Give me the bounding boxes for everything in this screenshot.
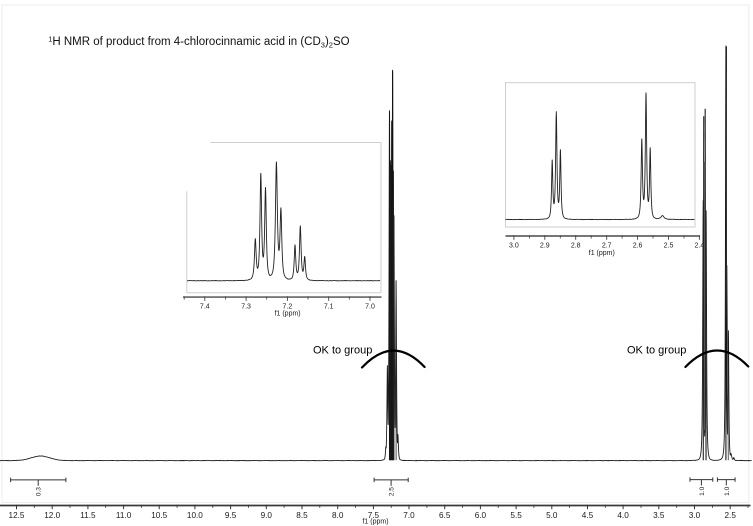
svg-text:2.9: 2.9	[540, 243, 550, 250]
svg-text:2.5: 2.5	[389, 487, 396, 496]
svg-text:10.0: 10.0	[187, 511, 203, 520]
svg-text:2.8: 2.8	[571, 243, 581, 250]
svg-text:6.5: 6.5	[439, 511, 451, 520]
svg-text:12.5: 12.5	[9, 511, 25, 520]
svg-text:7.3: 7.3	[241, 304, 251, 311]
svg-text:0.3: 0.3	[36, 487, 43, 496]
svg-text:f1 (ppm): f1 (ppm)	[362, 519, 388, 526]
svg-text:8.5: 8.5	[296, 511, 308, 520]
svg-text:OK to group: OK to group	[313, 345, 372, 357]
svg-text:3.5: 3.5	[653, 511, 665, 520]
svg-text:3.0: 3.0	[509, 243, 519, 250]
svg-text:10.5: 10.5	[151, 511, 167, 520]
svg-text:4.5: 4.5	[582, 511, 594, 520]
svg-text:1.0: 1.0	[724, 486, 731, 495]
svg-text:f1 (ppm): f1 (ppm)	[275, 311, 301, 318]
svg-text:11.5: 11.5	[80, 511, 96, 520]
svg-text:6.0: 6.0	[475, 511, 487, 520]
svg-text:7.0: 7.0	[365, 304, 375, 311]
svg-text:12.0: 12.0	[44, 511, 60, 520]
svg-text:5.0: 5.0	[546, 511, 558, 520]
svg-text:7.0: 7.0	[403, 511, 415, 520]
svg-text:5.5: 5.5	[510, 511, 522, 520]
svg-text:1.0: 1.0	[699, 486, 706, 495]
svg-text:f1 (ppm): f1 (ppm)	[589, 250, 615, 257]
svg-text:2.4: 2.4	[695, 243, 705, 250]
svg-text:OK to group: OK to group	[627, 345, 686, 357]
svg-text:8.0: 8.0	[332, 511, 344, 520]
svg-text:3.0: 3.0	[689, 511, 701, 520]
svg-text:11.0: 11.0	[116, 511, 132, 520]
svg-text:7.1: 7.1	[324, 304, 334, 311]
svg-text:7.4: 7.4	[200, 304, 210, 311]
svg-text:7.5: 7.5	[368, 511, 380, 520]
svg-text:2.7: 2.7	[602, 243, 612, 250]
svg-text:9.5: 9.5	[225, 511, 237, 520]
svg-text:4.0: 4.0	[617, 511, 629, 520]
svg-text:2.5: 2.5	[725, 511, 737, 520]
svg-text:2.6: 2.6	[633, 243, 643, 250]
svg-text:2.5: 2.5	[664, 243, 674, 250]
svg-text:1H NMR of product from 4-chlor: 1H NMR of product from 4-chlorocinnamic …	[48, 35, 349, 50]
svg-text:9.0: 9.0	[261, 511, 273, 520]
svg-text:7.2: 7.2	[283, 304, 293, 311]
